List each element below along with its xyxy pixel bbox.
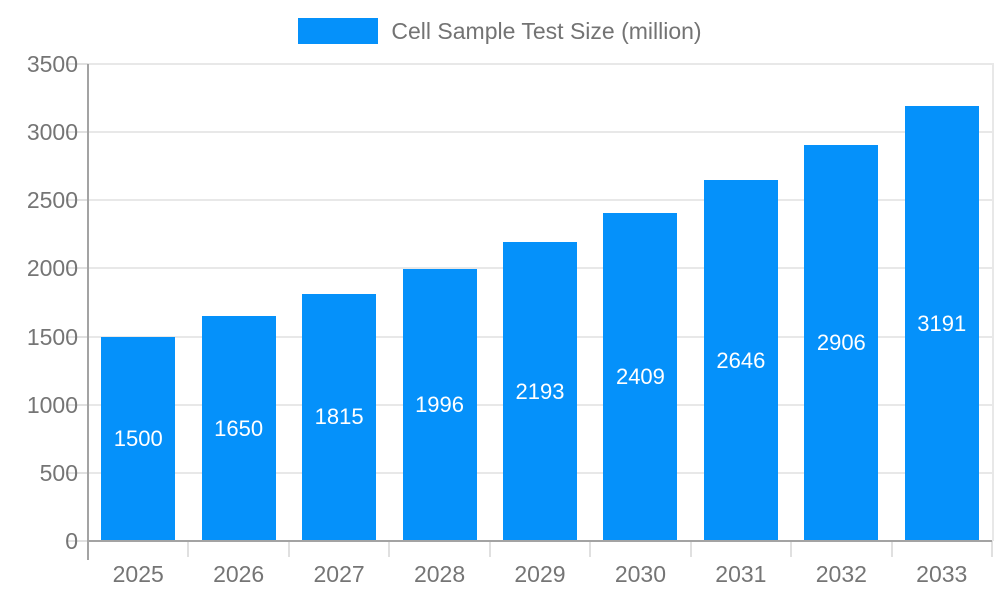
- x-tickmark: [890, 541, 893, 557]
- y-tickmark: [66, 63, 88, 65]
- x-axis-tick-label: 2026: [213, 561, 265, 587]
- bar-value-label: 1650: [214, 415, 264, 441]
- bar-value-label: 1500: [113, 425, 163, 451]
- y-tickmark: [66, 540, 88, 542]
- y-axis-tick-label: 3000: [26, 119, 78, 146]
- bar: [703, 180, 778, 541]
- bar-value-label: 2193: [515, 378, 565, 404]
- bar-value-label: 1996: [415, 391, 465, 417]
- plot-right-border: [992, 64, 994, 541]
- y-axis-tick-label: 500: [39, 459, 78, 486]
- y-axis-tick-label: 3500: [26, 51, 78, 77]
- y-tickmark: [66, 199, 88, 202]
- x-axis-tick-label: 2030: [614, 561, 667, 587]
- bar-value-label: 1815: [314, 404, 364, 430]
- y-axis-tick-label: 1500: [26, 323, 78, 350]
- y-axis-tick-label: 2000: [26, 255, 78, 282]
- y-tickmark: [66, 335, 88, 338]
- x-axis-tick-label: 2025: [112, 561, 164, 587]
- x-axis-line: [88, 540, 992, 542]
- x-tickmark: [287, 541, 290, 557]
- x-axis-tick-label: 2027: [313, 561, 365, 587]
- x-axis-tick-label: 2032: [815, 561, 867, 587]
- y-axis-line: [87, 64, 89, 560]
- y-axis-tick-label: 0: [65, 528, 78, 554]
- legend-swatch-icon: [298, 18, 379, 44]
- bar: [101, 336, 176, 541]
- bar: [201, 316, 276, 541]
- y-gridline: [88, 131, 992, 134]
- x-tickmark: [589, 541, 592, 557]
- bar: [804, 144, 879, 541]
- bar: [503, 242, 577, 541]
- y-axis-tick-label: 1000: [26, 391, 78, 418]
- y-tickmark: [66, 267, 88, 270]
- y-axis-tick-label: 2500: [26, 187, 78, 214]
- y-tickmark: [66, 131, 88, 134]
- x-tickmark: [689, 541, 692, 557]
- x-tickmark: [388, 541, 391, 557]
- bar-value-label: 2906: [816, 329, 866, 355]
- bar: [302, 293, 377, 541]
- x-tickmark: [991, 541, 993, 557]
- y-tickmark: [66, 471, 88, 474]
- legend-label: Cell Sample Test Size (million): [391, 17, 702, 44]
- y-tickmark: [66, 403, 88, 406]
- bar: [904, 106, 979, 541]
- x-tickmark: [790, 541, 793, 557]
- x-axis-tick-label: 2033: [916, 561, 968, 587]
- x-axis-tick-label: 2029: [514, 561, 566, 587]
- x-axis-tick-label: 2031: [715, 561, 767, 587]
- x-axis-tick-label: 2028: [413, 561, 466, 587]
- plot-top-border: [88, 63, 994, 65]
- bar: [603, 212, 678, 541]
- legend[interactable]: Cell Sample Test Size (million): [0, 16, 1000, 46]
- bar: [402, 268, 477, 541]
- bar-value-label: 2646: [716, 347, 766, 373]
- y-gridline: [88, 199, 992, 202]
- x-tickmark: [187, 541, 190, 557]
- bar-value-label: 2409: [615, 363, 665, 389]
- bar-value-label: 3191: [917, 310, 967, 336]
- x-tickmark: [488, 541, 491, 557]
